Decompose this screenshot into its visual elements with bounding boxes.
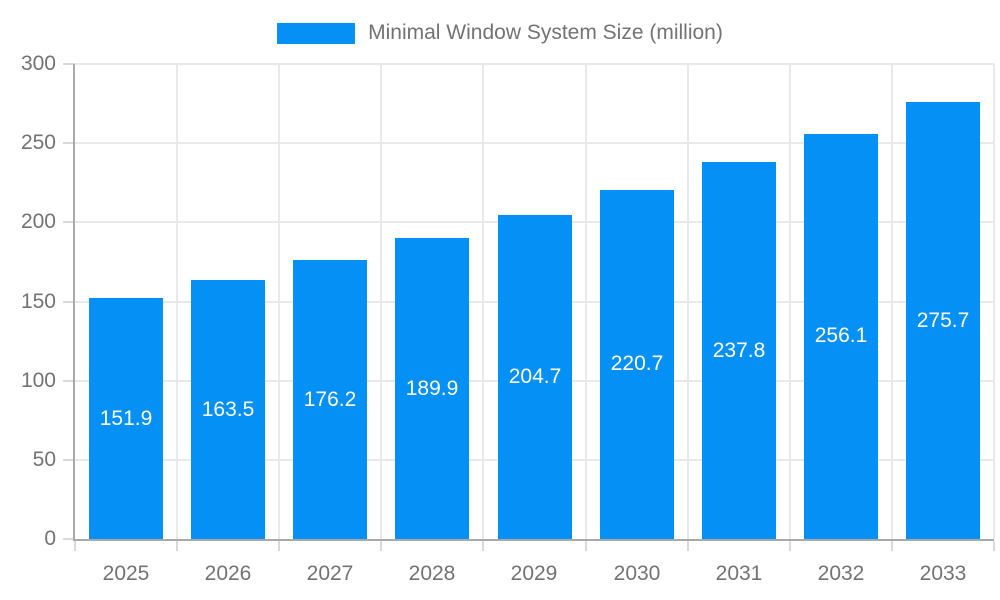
y-axis-label: 150: [20, 290, 56, 313]
y-axis-label: 100: [20, 369, 56, 392]
y-tick: [63, 459, 75, 461]
v-gridline: [993, 64, 995, 539]
bar-value-label: 151.9: [99, 407, 153, 430]
v-gridline: [176, 64, 178, 539]
v-gridline: [891, 64, 893, 539]
x-tick: [482, 541, 484, 551]
bar: [804, 134, 878, 539]
h-gridline: [75, 142, 994, 144]
x-tick: [993, 541, 995, 551]
y-axis-label: 250: [20, 131, 56, 154]
legend-label: Minimal Window System Size (million): [368, 21, 723, 44]
bar: [600, 190, 674, 539]
v-gridline: [789, 64, 791, 539]
bar-value-label: 176.2: [303, 388, 357, 411]
bar: [191, 280, 265, 539]
x-tick: [380, 541, 382, 551]
bar: [702, 162, 776, 539]
x-tick: [176, 541, 178, 551]
bar-value-label: 163.5: [201, 398, 255, 421]
y-axis-line: [73, 64, 75, 541]
x-tick: [585, 541, 587, 551]
legend-swatch: [277, 22, 356, 44]
v-gridline: [687, 64, 689, 539]
x-tick: [687, 541, 689, 551]
y-tick: [63, 380, 75, 382]
bar: [89, 298, 163, 539]
y-tick: [63, 63, 75, 65]
v-gridline: [278, 64, 280, 539]
v-gridline: [585, 64, 587, 539]
v-gridline: [482, 64, 484, 539]
x-axis-label: 2025: [102, 562, 150, 585]
bar: [498, 215, 572, 539]
x-axis-label: 2027: [306, 562, 354, 585]
v-gridline: [380, 64, 382, 539]
y-tick: [63, 301, 75, 303]
x-tick: [278, 541, 280, 551]
legend: Minimal Window System Size (million): [0, 21, 1000, 45]
x-axis-label: 2029: [510, 562, 558, 585]
y-tick: [63, 538, 75, 540]
x-axis-label: 2026: [204, 562, 252, 585]
bar-value-label: 256.1: [814, 324, 868, 347]
x-tick: [74, 541, 76, 551]
y-axis-label: 0: [44, 527, 56, 550]
y-tick: [63, 221, 75, 223]
x-axis-label: 2031: [715, 562, 763, 585]
bar: [395, 238, 469, 539]
bar-value-label: 189.9: [405, 377, 459, 400]
x-axis-label: 2028: [408, 562, 456, 585]
x-tick: [891, 541, 893, 551]
h-gridline: [75, 63, 994, 65]
x-axis-label: 2033: [919, 562, 967, 585]
bar: [906, 102, 980, 539]
legend-item[interactable]: Minimal Window System Size (million): [277, 21, 723, 45]
x-axis-line: [73, 539, 994, 541]
bar-value-label: 275.7: [916, 309, 970, 332]
bar-value-label: 204.7: [508, 365, 562, 388]
x-tick: [789, 541, 791, 551]
x-axis-label: 2032: [817, 562, 865, 585]
y-axis-label: 300: [20, 52, 56, 75]
x-axis-label: 2030: [613, 562, 661, 585]
bar-value-label: 220.7: [610, 352, 664, 375]
y-axis-label: 50: [32, 448, 56, 471]
y-tick: [63, 142, 75, 144]
bar: [293, 260, 367, 539]
y-axis-label: 200: [20, 210, 56, 233]
bar-value-label: 237.8: [712, 339, 766, 362]
